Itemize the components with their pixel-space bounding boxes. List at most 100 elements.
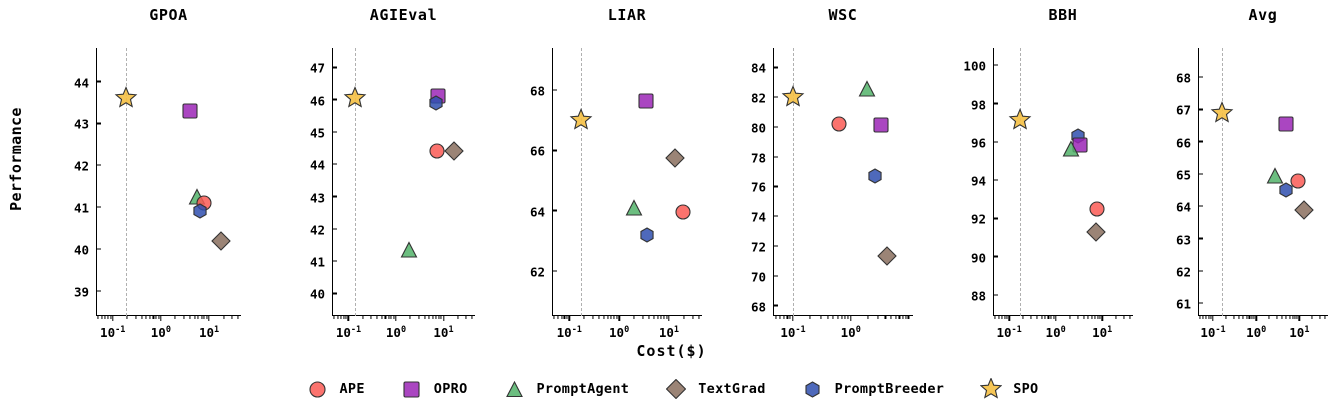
data-point-promptagent bbox=[1267, 166, 1284, 184]
x-tick-major bbox=[112, 316, 114, 321]
y-tick: 44 bbox=[310, 155, 337, 174]
x-tick-minor bbox=[775, 316, 777, 319]
y-tick-label: 42 bbox=[309, 222, 325, 238]
y-tick: 88 bbox=[971, 285, 998, 304]
y-tick-label: 96 bbox=[970, 135, 986, 151]
x-tick-minor bbox=[809, 316, 811, 319]
y-tick: 80 bbox=[751, 117, 778, 136]
x-tick-minor bbox=[827, 316, 829, 319]
x-tick-minor bbox=[1208, 316, 1210, 319]
plot-area: 40 41 42 43 44 45 46 47 10-1 100 101 bbox=[310, 48, 475, 340]
y-tick-label: 41 bbox=[309, 254, 325, 270]
data-point-opro bbox=[873, 117, 889, 133]
x-tick-minor bbox=[657, 316, 659, 319]
x-tick-minor bbox=[343, 316, 345, 319]
panel-title: GPOA bbox=[149, 6, 188, 24]
x-tick-minor bbox=[563, 316, 565, 319]
x-tick-minor bbox=[1077, 316, 1079, 319]
x-tick-minor bbox=[1292, 316, 1294, 319]
x-tick-minor bbox=[1097, 316, 1099, 319]
y-axis-label: Performance bbox=[7, 107, 25, 211]
x-tick-minor bbox=[557, 316, 559, 319]
x-tick-minor bbox=[362, 316, 364, 319]
x-tick-minor bbox=[1210, 316, 1212, 319]
circle-icon bbox=[304, 378, 330, 400]
y-tick-mark bbox=[96, 248, 101, 250]
y-tick-mark bbox=[1198, 140, 1203, 143]
x-axis-spine bbox=[773, 314, 913, 316]
legend-item-promptbreeder[interactable]: PromptBreeder bbox=[800, 378, 945, 400]
data-point-textgrad bbox=[444, 141, 465, 162]
x-tick-label: 101 bbox=[433, 325, 454, 341]
y-tick-mark bbox=[332, 163, 337, 165]
y-tick: 66 bbox=[1175, 132, 1203, 151]
x-tick-minor bbox=[603, 316, 605, 319]
legend-label: PromptAgent bbox=[536, 381, 630, 397]
x-tick-major bbox=[1212, 316, 1214, 321]
data-point-spo bbox=[1210, 100, 1234, 124]
data-point-textgrad bbox=[211, 230, 232, 251]
x-tick-minor bbox=[1324, 316, 1326, 319]
x-tick-minor bbox=[457, 316, 459, 319]
y-tick-label: 74 bbox=[750, 209, 766, 225]
x-tick-minor bbox=[613, 316, 615, 319]
spo-reference-line bbox=[580, 48, 582, 316]
y-tick-label: 100 bbox=[963, 58, 986, 74]
x-tick-minor bbox=[783, 316, 785, 319]
y-tick: 68 bbox=[530, 81, 557, 100]
y-tick-label: 39 bbox=[73, 284, 89, 300]
x-tick-minor bbox=[1238, 316, 1240, 319]
x-tick-minor bbox=[660, 316, 662, 319]
legend-item-ape[interactable]: APE bbox=[304, 378, 364, 400]
legend-label: PromptBreeder bbox=[834, 381, 945, 397]
x-tick-minor bbox=[206, 316, 208, 319]
legend-item-opro[interactable]: OPRO bbox=[399, 378, 468, 400]
data-point-textgrad bbox=[1086, 221, 1106, 242]
legend-item-spo[interactable]: SPO bbox=[978, 378, 1038, 400]
y-tick-mark bbox=[993, 64, 998, 66]
y-tick: 40 bbox=[74, 240, 101, 259]
y-tick-label: 62 bbox=[1175, 264, 1191, 280]
x-tick-minor bbox=[779, 316, 781, 319]
y-tick: 68 bbox=[751, 296, 778, 315]
x-tick-major bbox=[1255, 316, 1257, 321]
y-tick-label: 67 bbox=[1175, 102, 1191, 118]
x-tick-minor bbox=[97, 316, 99, 319]
x-tick-label: 101 bbox=[198, 325, 220, 341]
x-tick-minor bbox=[1311, 316, 1313, 319]
y-tick-mark bbox=[552, 149, 557, 152]
plot-area: 62 64 66 68 10-1 100 101 bbox=[530, 48, 702, 340]
x-tick-minor bbox=[390, 316, 392, 319]
x-tick-label: 100 bbox=[840, 325, 861, 341]
y-tick-label: 94 bbox=[970, 173, 986, 189]
data-point-promptbreeder bbox=[639, 227, 655, 243]
panel-avg: Avg 61 62 63 64 65 66 67 68 10-1 100 101 bbox=[1146, 0, 1328, 340]
legend-item-textgrad[interactable]: TextGrad bbox=[663, 378, 765, 400]
x-tick-minor bbox=[1006, 316, 1008, 319]
y-tick-label: 66 bbox=[1175, 135, 1191, 151]
x-tick-minor bbox=[194, 316, 196, 319]
x-tick-minor bbox=[1276, 316, 1278, 319]
y-tick: 44 bbox=[74, 72, 101, 91]
legend-label: SPO bbox=[1013, 381, 1039, 397]
x-tick-minor bbox=[1253, 316, 1255, 319]
y-tick: 74 bbox=[750, 207, 778, 226]
x-tick-minor bbox=[1123, 316, 1125, 319]
x-tick-minor bbox=[1083, 316, 1085, 319]
x-tick-minor bbox=[663, 316, 665, 319]
y-axis-spine bbox=[993, 48, 995, 316]
x-tick-minor bbox=[418, 316, 420, 319]
y-tick-label: 61 bbox=[1175, 296, 1191, 312]
y-tick-label: 43 bbox=[73, 116, 89, 132]
y-tick-mark bbox=[332, 98, 337, 101]
data-point-promptbreeder bbox=[428, 95, 444, 111]
y-tick: 62 bbox=[1175, 261, 1203, 280]
y-tick-mark bbox=[552, 209, 557, 212]
y-tick: 64 bbox=[1176, 197, 1203, 216]
y-tick-label: 46 bbox=[309, 93, 325, 109]
legend-item-promptagent[interactable]: PromptAgent bbox=[502, 378, 630, 400]
x-tick-minor bbox=[1091, 316, 1093, 319]
y-tick: 67 bbox=[1175, 100, 1203, 119]
y-tick-label: 62 bbox=[529, 264, 545, 280]
